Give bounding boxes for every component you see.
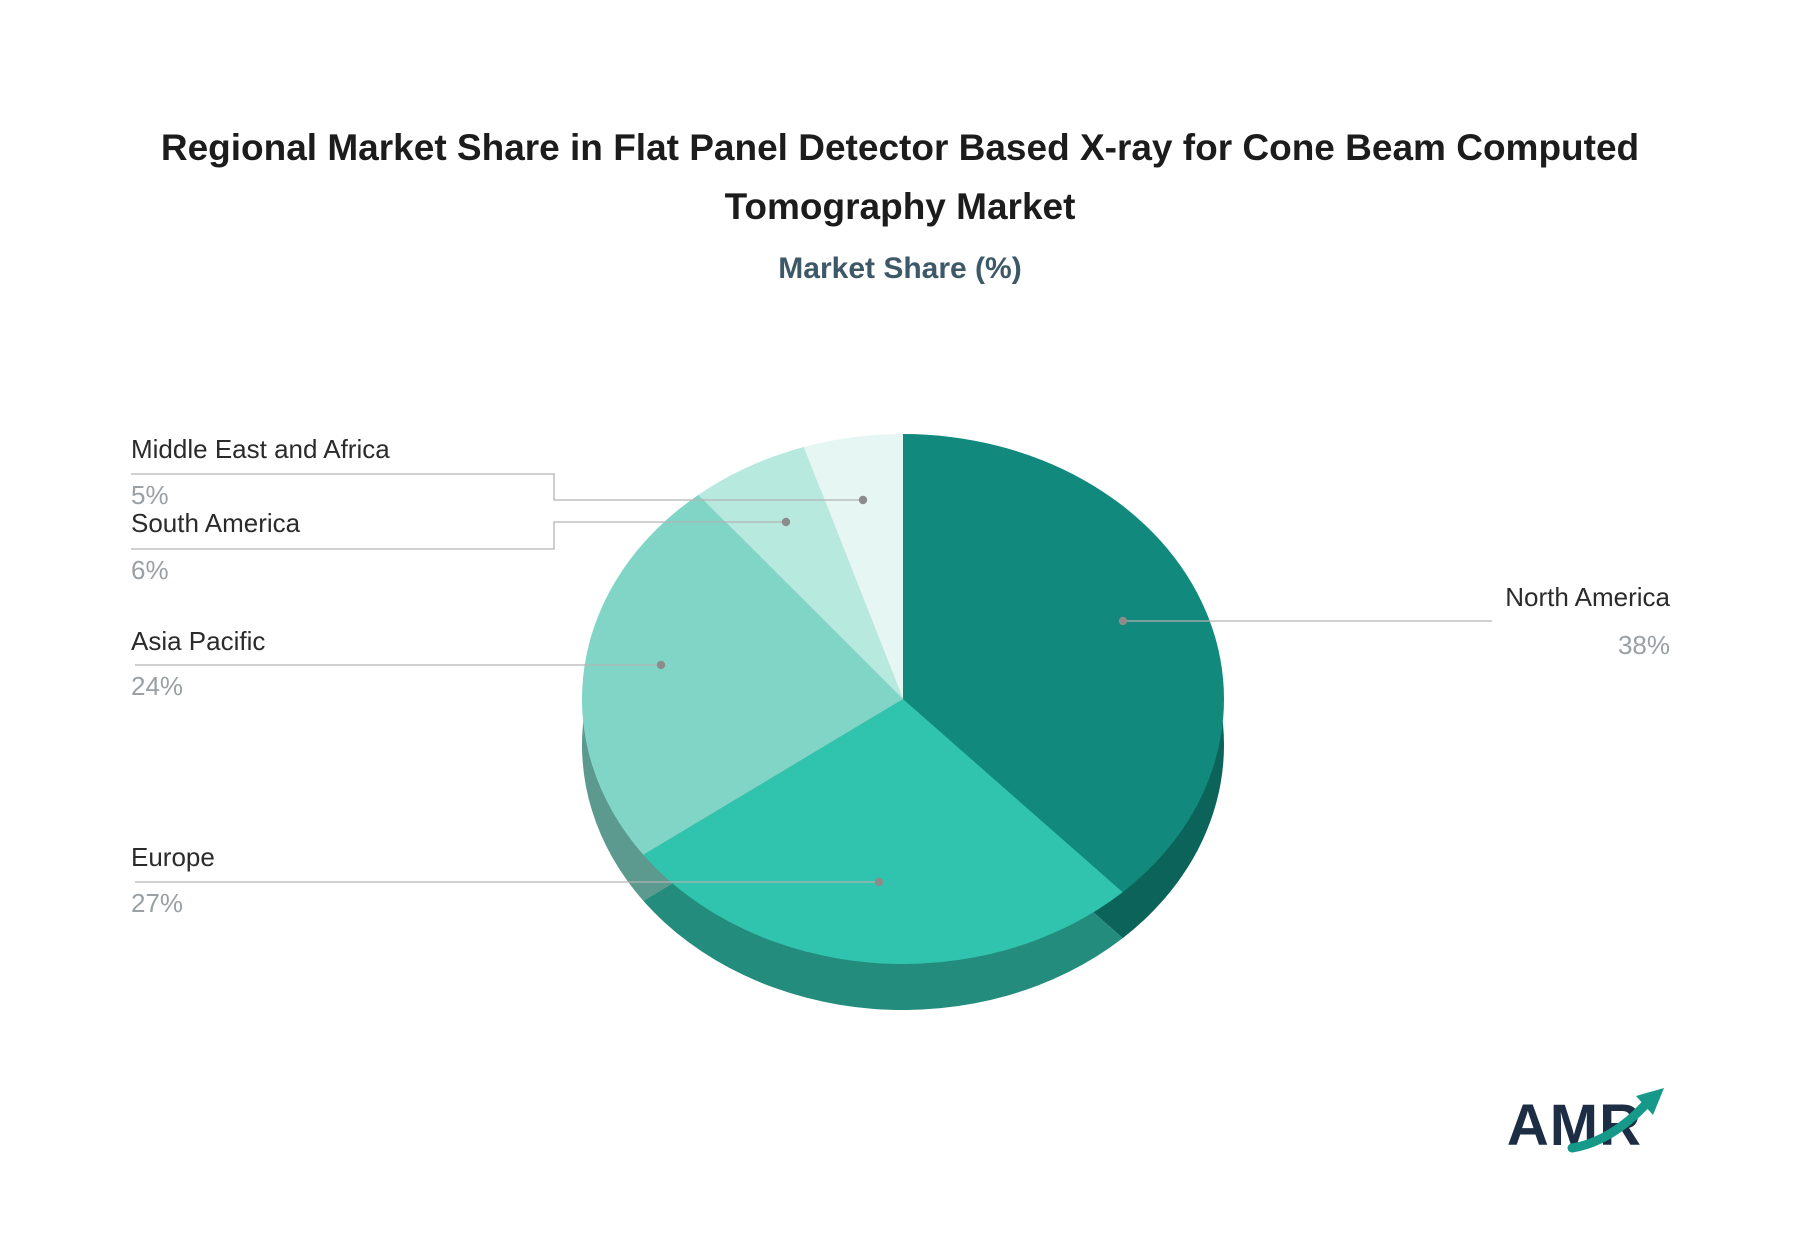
chart-title: Regional Market Share in Flat Panel Dete…	[160, 127, 1640, 228]
value-asia-pacific: 24%	[131, 671, 184, 701]
leader-line-middle-east-and-africa	[131, 473, 863, 501]
label-south-america: South America	[131, 508, 301, 538]
leader-dot-europe	[874, 877, 884, 887]
value-europe: 27%	[131, 888, 184, 918]
pie-slice-europe	[643, 699, 1123, 964]
value-middle-east-and-africa: 5%	[131, 480, 169, 510]
leader-dot-south-america	[781, 517, 791, 527]
logo-arrow-icon	[1567, 1088, 1664, 1153]
chart-subtitle: Market Share (%)	[778, 252, 1022, 285]
pie-slice-south-america	[698, 446, 903, 699]
pie-slice-north-america	[903, 434, 1224, 893]
label-middle-east-and-africa: Middle East and Africa	[131, 434, 390, 464]
leader-dot-north-america	[1118, 616, 1128, 626]
leader-line-south-america	[131, 521, 786, 550]
value-south-america: 6%	[131, 555, 169, 585]
value-north-america: 38%	[1617, 630, 1670, 660]
pie-slice-asia-pacific	[582, 494, 903, 855]
label-north-america: North America	[1505, 582, 1670, 612]
label-europe: Europe	[131, 842, 215, 872]
leader-dot-asia-pacific	[656, 660, 666, 670]
label-asia-pacific: Asia Pacific	[131, 626, 266, 656]
leader-dot-middle-east-and-africa	[858, 495, 868, 505]
